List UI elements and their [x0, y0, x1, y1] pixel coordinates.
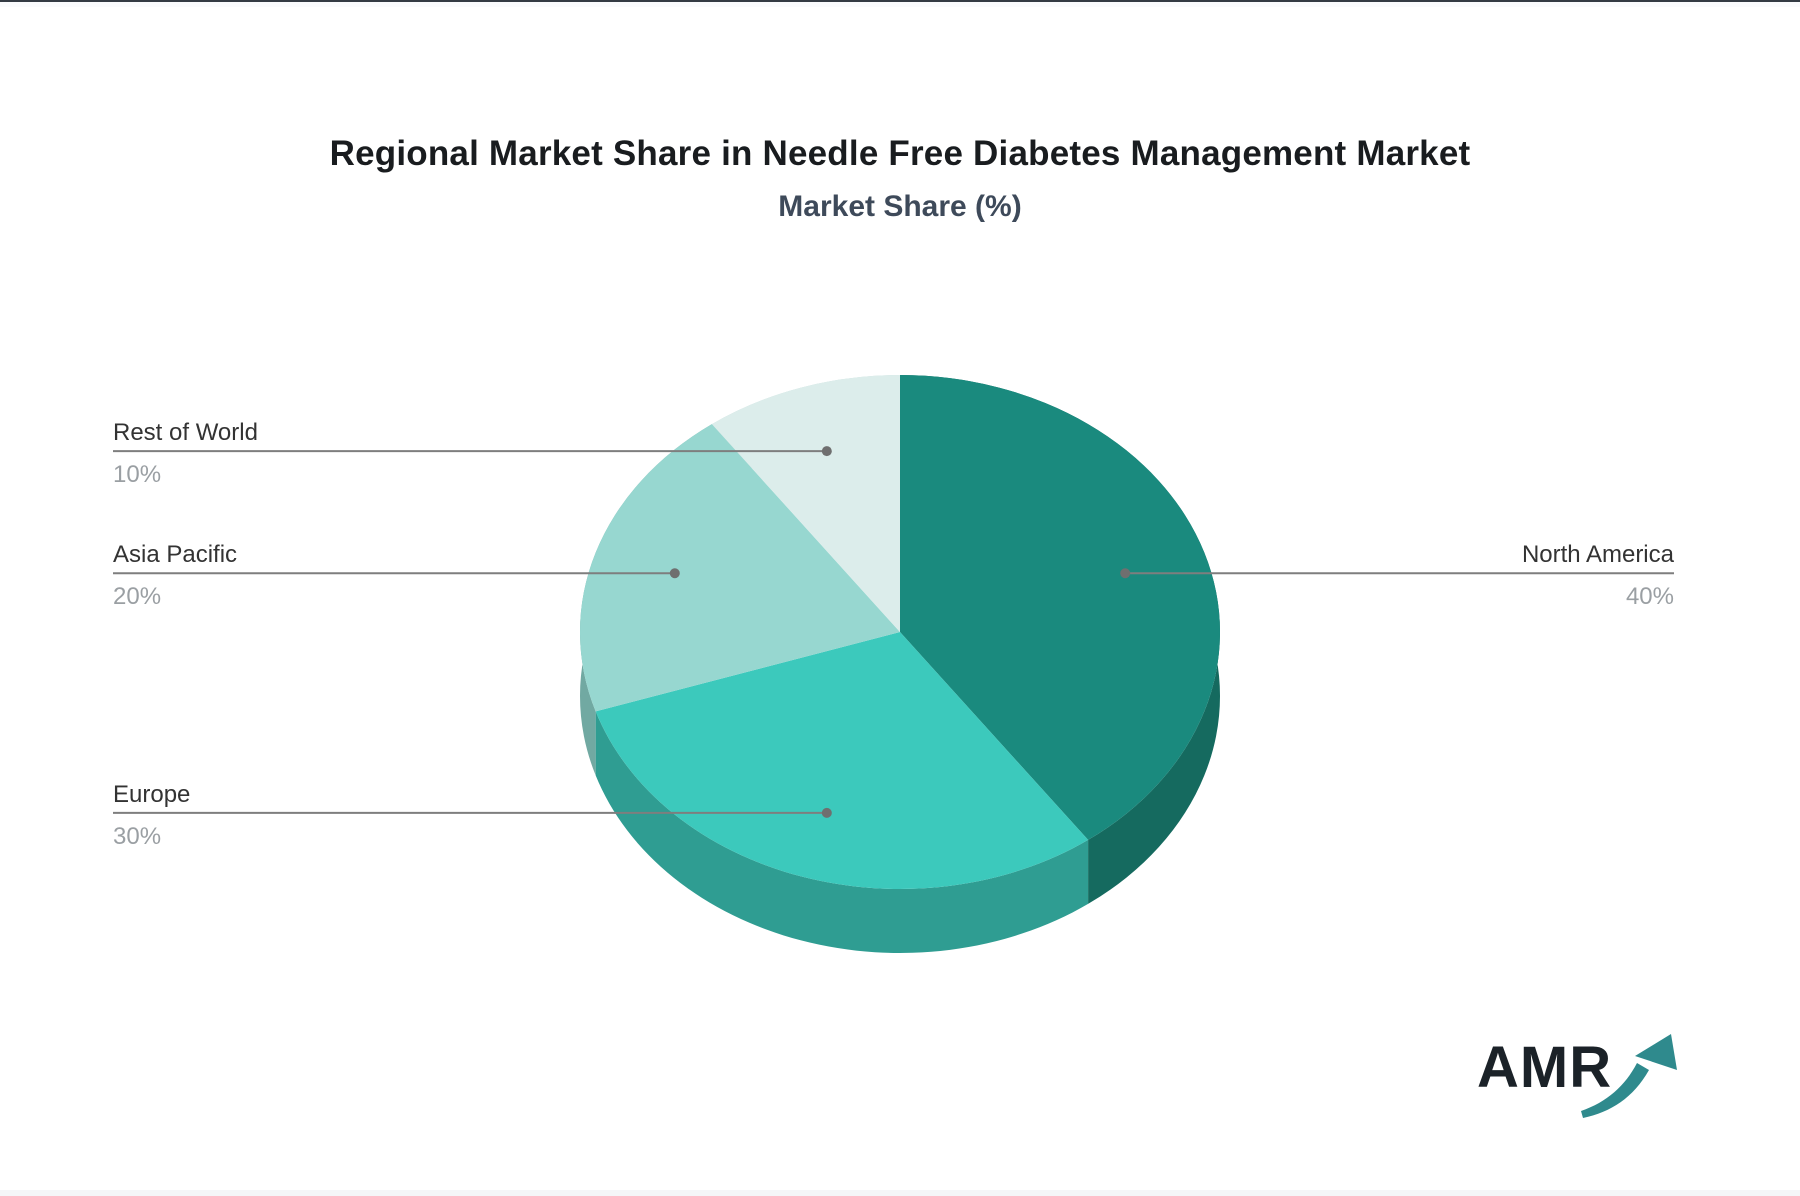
slice-label-rest-of-world: Rest of World — [113, 419, 258, 446]
slice-label-europe: Europe — [113, 781, 190, 808]
slice-pct-europe: 30% — [113, 823, 161, 850]
amr-logo: AMR — [1477, 1026, 1697, 1126]
pie-side-europe — [595, 711, 1089, 953]
chart-subtitle: Market Share (%) — [778, 190, 1022, 223]
leader-dot-europe — [821, 807, 832, 818]
slice-pct-asia-pacific: 20% — [113, 583, 161, 610]
leader-dot-asia-pacific — [669, 568, 680, 579]
slice-label-north-america: North America — [1522, 541, 1675, 568]
slice-pct-north-america: 40% — [1626, 583, 1674, 610]
slice-pct-rest-of-world: 10% — [113, 461, 161, 488]
leader-dot-rest-of-world — [821, 446, 832, 457]
pie-slice-asia-pacific — [580, 424, 900, 712]
chart-title: Regional Market Share in Needle Free Dia… — [329, 134, 1471, 173]
amr-logo-text: AMR — [1477, 1035, 1613, 1100]
pie-slice-europe — [595, 632, 1089, 889]
window-bottom-strip — [0, 1190, 1800, 1196]
window-top-strip — [0, 2, 1800, 7]
pie-slice-rest-of-world — [711, 375, 900, 632]
slice-label-asia-pacific: Asia Pacific — [113, 541, 237, 568]
leader-dot-north-america — [1120, 568, 1131, 579]
window-top-edge — [0, 0, 1800, 2]
pie-slice-north-america — [900, 375, 1221, 840]
amr-logo-arrow-icon — [1581, 1034, 1677, 1118]
